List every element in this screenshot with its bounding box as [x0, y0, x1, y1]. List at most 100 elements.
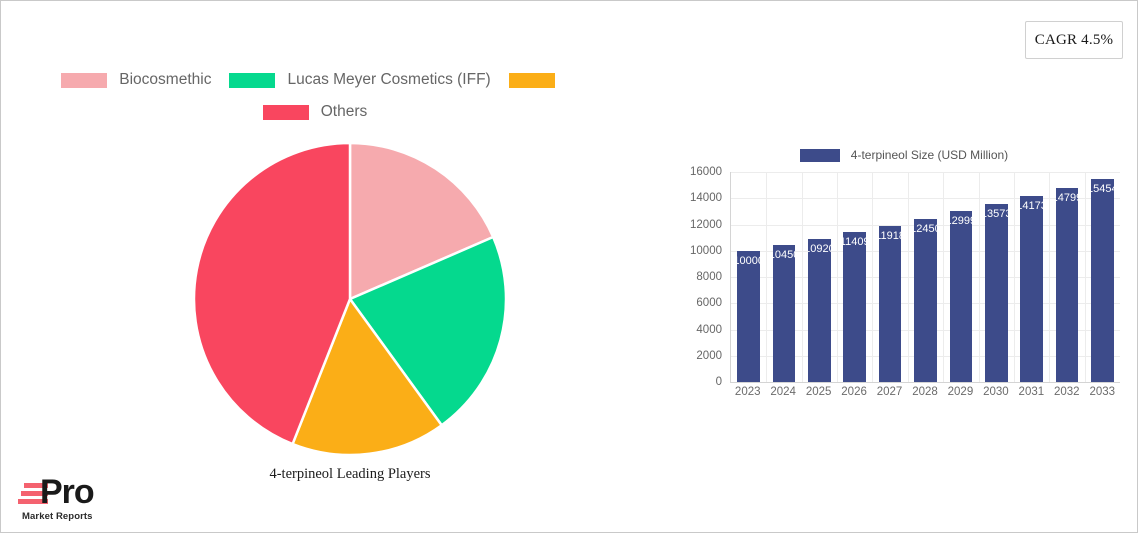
bar-slot: 10000	[731, 172, 766, 382]
bar-value-label: 14173	[1020, 199, 1043, 212]
bar-value-label: 13573	[985, 207, 1008, 220]
bar[interactable]: 10000	[737, 250, 760, 382]
x-axis-tick-label: 2029	[947, 386, 974, 398]
gridline-vertical	[801, 172, 803, 382]
x-axis-tick-label: 2024	[770, 386, 796, 398]
bar[interactable]: 12999	[949, 211, 973, 382]
x-axis-tick-label: 2026	[841, 386, 867, 398]
bar[interactable]: 12450	[914, 218, 937, 382]
cagr-badge: CAGR 4.5%	[1025, 21, 1123, 59]
bar-slot: 14799	[1049, 172, 1084, 382]
gridline-horizontal	[731, 172, 1120, 173]
bar-chart-plot: 0 2000 4000 6000 8000 10000 12000 14000 16000 10…	[684, 166, 1124, 410]
pie-legend-row-2: Others	[1, 103, 621, 121]
bar[interactable]: 14799	[1055, 187, 1079, 382]
pie-legend-swatch-orange	[508, 72, 555, 88]
bar-legend-swatch	[799, 148, 840, 162]
gridline-vertical	[766, 172, 768, 382]
pie-slice[interactable]	[290, 296, 444, 457]
bar-value-label: 10000	[737, 254, 760, 267]
x-axis-tick-label: 2023	[734, 386, 761, 398]
bar[interactable]: 11409	[843, 232, 867, 382]
logo-bar-1	[24, 483, 48, 488]
logo-bar-2	[21, 491, 48, 496]
bar-value-label: 11409	[843, 236, 866, 249]
y-axis-tick-label: 0	[715, 376, 722, 388]
gridline-vertical	[907, 172, 909, 382]
bar-slot: 12999	[943, 172, 978, 382]
x-axis-tick-label: 2033	[1089, 386, 1116, 398]
y-axis-tick-label: 10000	[690, 244, 722, 257]
bar[interactable]: 15454	[1090, 179, 1114, 382]
gridline-horizontal	[731, 198, 1120, 200]
bar-chart-y-axis: 0 2000 4000 6000 8000 10000 12000 14000 16000	[684, 166, 726, 388]
cagr-badge-label: CAGR 4.5%	[1034, 31, 1114, 48]
y-axis-tick-label: 6000	[696, 297, 722, 310]
bar-slot: 11918	[872, 172, 907, 382]
pie-legend-label-lucas-meyer: Lucas Meyer Cosmetics (IFF)	[287, 71, 491, 88]
gridline-vertical	[872, 172, 874, 382]
y-axis-tick-label: 14000	[690, 192, 722, 205]
y-axis-tick-label: 8000	[696, 271, 722, 283]
pie-slice[interactable]	[348, 235, 508, 427]
bar[interactable]: 10450	[772, 244, 796, 382]
bar[interactable]: 13573	[984, 203, 1008, 382]
bar-chart: 4-terpineol Size (USD Million) 0 2000 4000…	[684, 144, 1124, 409]
bar-legend-label: 4-terpineol Size (USD Million)	[850, 148, 1009, 162]
gridline-vertical	[1013, 172, 1015, 382]
logo-tagline: Market Reports	[22, 511, 93, 522]
bar-value-label: 11918	[879, 229, 902, 242]
bar-slot: 10920	[802, 172, 837, 382]
gridline-vertical	[943, 172, 945, 382]
y-axis-tick-label: 4000	[696, 323, 722, 336]
x-axis-tick-label: 2030	[983, 386, 1009, 398]
bar-slot: 10450	[766, 172, 801, 382]
bar-value-label: 12450	[914, 222, 937, 235]
y-axis-tick-label: 12000	[690, 218, 722, 231]
pie-legend-label-biocosmethic: Biocosmethic	[119, 71, 212, 88]
gridline-vertical	[978, 172, 980, 382]
pie-legend-item-biocosmethic[interactable]: Biocosmethic	[61, 71, 211, 89]
pie-chart	[190, 139, 510, 459]
x-axis-tick-label: 2031	[1018, 386, 1045, 398]
pie-legend-swatch-lucas-meyer	[229, 72, 276, 88]
pie-slice[interactable]	[348, 141, 495, 301]
bar[interactable]: 14173	[1020, 195, 1043, 382]
y-axis-tick-label: 2000	[696, 349, 722, 362]
gridline-vertical	[1084, 172, 1086, 382]
logo-bars-icon	[18, 481, 48, 508]
pie-legend-item-lucas-meyer[interactable]: Lucas Meyer Cosmetics (IFF)	[229, 71, 491, 89]
gridline-vertical	[1049, 172, 1051, 382]
bar[interactable]: 10920	[808, 238, 831, 382]
x-axis-tick-label: 2032	[1054, 386, 1080, 398]
bar-value-label: 10920	[808, 242, 831, 255]
bar-chart-grid: 10000 10450 10920 11409 11918 12450 12999 13573…	[730, 172, 1120, 383]
bar-slot: 15454	[1085, 172, 1120, 382]
pie-legend-swatch-others	[262, 104, 309, 120]
bar-chart-x-axis: 2023 2024 2025 2026 2027 2028 2029 2030 2031 2032…	[730, 386, 1120, 398]
y-axis-tick-label: 16000	[690, 166, 722, 178]
x-axis-tick-label: 2025	[805, 386, 832, 398]
pie-legend-item-orange-clipped[interactable]	[508, 72, 565, 88]
pie-legend-item-others[interactable]: Others	[262, 103, 367, 121]
bar-value-label: 15454	[1091, 183, 1114, 196]
bar-slot: 13573	[979, 172, 1014, 382]
x-axis-tick-label: 2027	[876, 386, 903, 398]
logo-wordmark: Pro	[40, 473, 95, 511]
bar-chart-bars: 10000 10450 10920 11409 11918 12450 12999 13573…	[731, 172, 1120, 382]
pie-chart-svg	[192, 141, 508, 457]
bar-value-label: 10450	[773, 248, 796, 261]
bar-slot: 14173	[1014, 172, 1049, 382]
pie-chart-title: 4-terpineol Leading Players	[269, 466, 431, 482]
logo: Pro Market Reports	[18, 473, 113, 526]
bar-slot: 11409	[837, 172, 872, 382]
bar-slot: 12450	[908, 172, 943, 382]
bar[interactable]: 11918	[878, 225, 902, 382]
pie-slice[interactable]	[192, 141, 352, 446]
bar-chart-legend[interactable]: 4-terpineol Size (USD Million)	[684, 144, 1124, 166]
pie-legend: Biocosmethic Lucas Meyer Cosmetics (IFF)…	[1, 71, 621, 121]
pie-slice-group	[192, 141, 508, 457]
logo-bar-3	[18, 499, 48, 504]
bar-value-label: 12999	[950, 215, 973, 228]
